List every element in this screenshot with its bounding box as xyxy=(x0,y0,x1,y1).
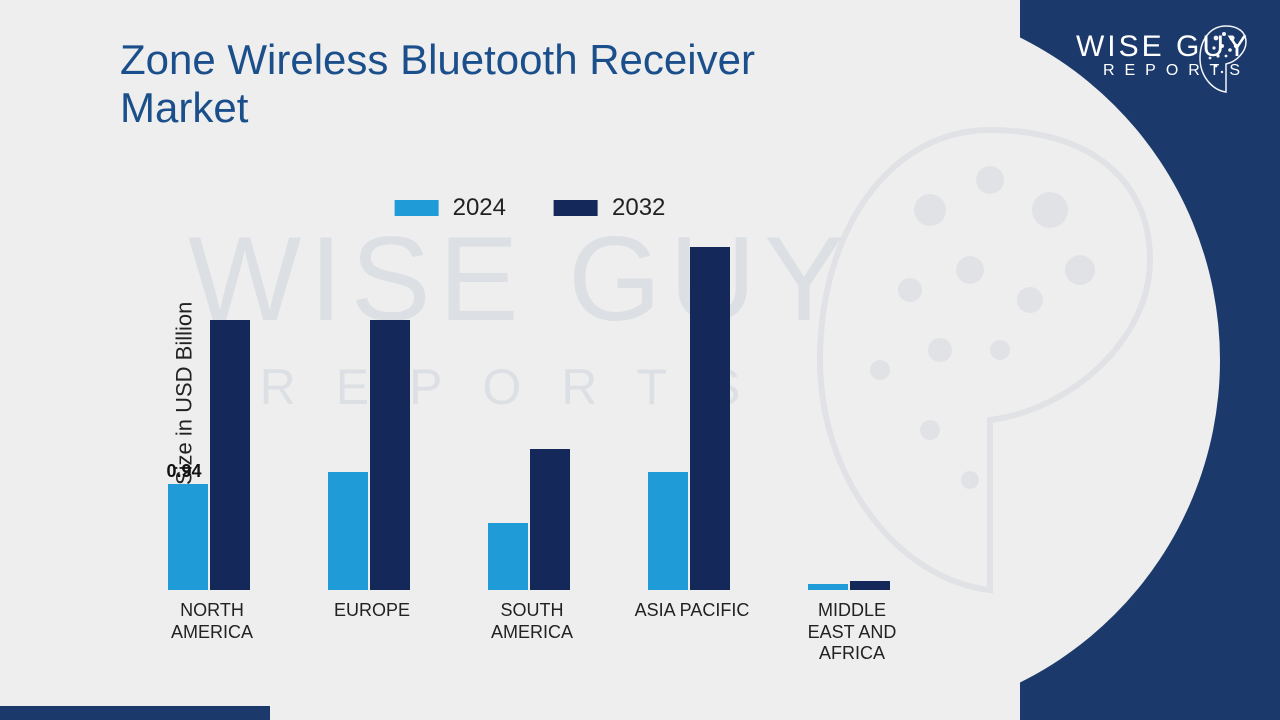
bar-2024 xyxy=(808,584,848,590)
bar-2032 xyxy=(210,320,250,590)
plot-area: 0.94NORTH AMERICAEUROPESOUTH AMERICAASIA… xyxy=(142,230,942,590)
legend-item-2024: 2024 xyxy=(395,194,506,222)
category-label: ASIA PACIFIC xyxy=(632,600,752,622)
brand-logo: WISE GUY REPORTS xyxy=(1076,30,1250,80)
bottom-accent-bar xyxy=(0,706,270,720)
legend-label-2032: 2032 xyxy=(612,194,665,222)
bar-2032 xyxy=(530,449,570,590)
bar-2024 xyxy=(328,472,368,590)
bar-2024 xyxy=(168,484,208,590)
legend: 2024 2032 xyxy=(395,194,666,222)
canvas: WISE GUY REPORTS Zone Wireless Bluetooth… xyxy=(0,0,1280,720)
chart-title: Zone Wireless Bluetooth Receiver Market xyxy=(120,36,880,133)
legend-label-2024: 2024 xyxy=(453,194,506,222)
bar-2032 xyxy=(850,581,890,590)
bar-chart: Market Size in USD Billion 2024 2032 0.9… xyxy=(90,170,970,690)
category-label: SOUTH AMERICA xyxy=(472,600,592,643)
bar-2032 xyxy=(370,320,410,590)
category-label: MIDDLE EAST AND AFRICA xyxy=(792,600,912,665)
bar-value-label: 0.94 xyxy=(154,461,214,482)
bar-2032 xyxy=(690,247,730,590)
category-label: NORTH AMERICA xyxy=(152,600,272,643)
bar-2024 xyxy=(488,523,528,591)
legend-item-2032: 2032 xyxy=(554,194,665,222)
bar-2024 xyxy=(648,472,688,590)
legend-swatch-2032 xyxy=(554,200,598,216)
legend-swatch-2024 xyxy=(395,200,439,216)
logo-head-icon xyxy=(1196,24,1256,94)
category-label: EUROPE xyxy=(312,600,432,622)
